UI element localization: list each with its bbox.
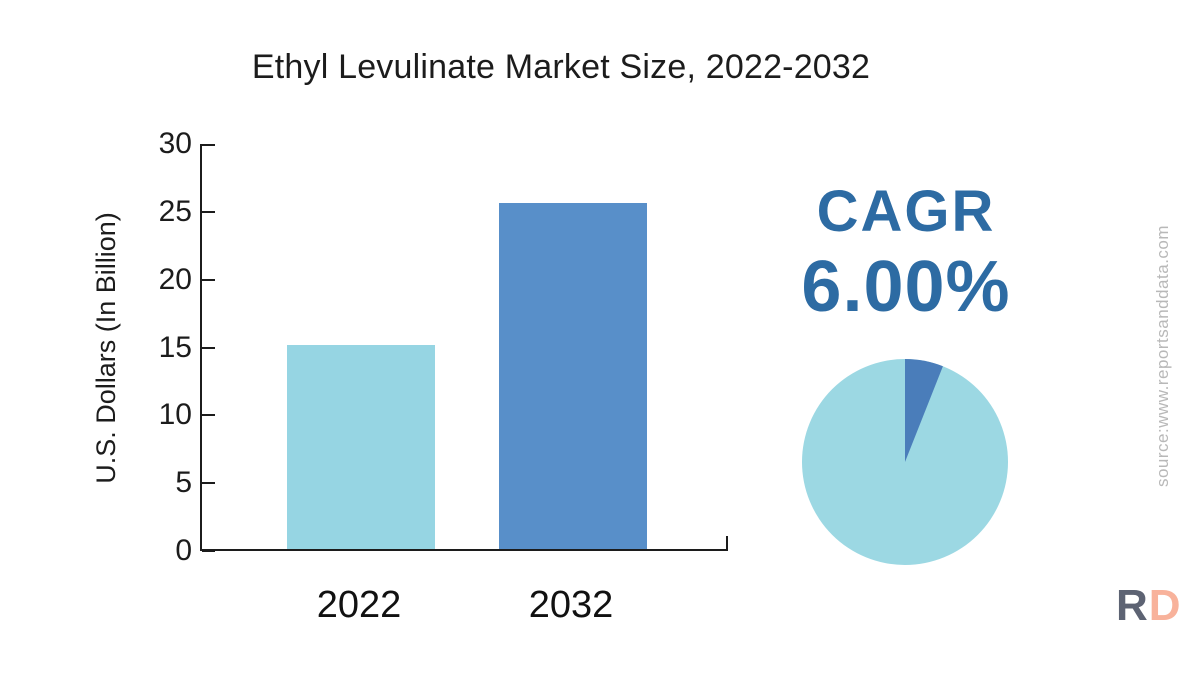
- cagr-value: 6.00%: [801, 247, 1011, 327]
- reportsanddata-logo: RD: [1116, 584, 1182, 628]
- y-tick-label-25: 25: [158, 194, 192, 228]
- x-axis-tick-labels: 2022 2032: [200, 584, 728, 630]
- bar-chart-plot-area: [200, 144, 728, 552]
- y-tick-label-0: 0: [175, 534, 192, 567]
- x-axis-end-tick: [726, 536, 728, 549]
- y-tick-mark-30: [202, 144, 215, 146]
- logo-letter-d: D: [1148, 581, 1182, 630]
- y-tick-mark-10: [202, 414, 215, 417]
- x-tick-label-2032: 2032: [528, 584, 614, 626]
- x-tick-label-2022: 2022: [316, 584, 402, 626]
- pie-svg: [802, 359, 1008, 565]
- y-tick-mark-20: [202, 278, 215, 281]
- logo-letter-r: R: [1116, 581, 1149, 630]
- y-tick-label-5: 5: [175, 466, 192, 500]
- y-tick-mark-5: [202, 482, 215, 485]
- y-tick-label-30: 30: [158, 127, 192, 160]
- bar-2032: [499, 203, 647, 549]
- chart-title: Ethyl Levulinate Market Size, 2022-2032: [251, 48, 871, 86]
- bar-2022: [287, 345, 435, 549]
- y-tick-mark-0: [202, 550, 215, 552]
- y-tick-label-20: 20: [158, 262, 192, 296]
- pie-slice-cagr: [905, 359, 943, 462]
- cagr-pie-chart: [800, 357, 1010, 567]
- cagr-label: CAGR: [816, 179, 996, 244]
- y-tick-mark-15: [202, 346, 215, 349]
- y-tick-mark-25: [202, 210, 215, 213]
- cagr-block: CAGR 6.00%: [780, 179, 1032, 327]
- y-tick-label-15: 15: [158, 330, 192, 364]
- source-watermark: source:www.reportsanddata.com: [1153, 224, 1172, 488]
- y-tick-label-10: 10: [158, 398, 192, 432]
- y-axis-tick-labels: 0 5 10 15 20 25 30: [0, 129, 192, 566]
